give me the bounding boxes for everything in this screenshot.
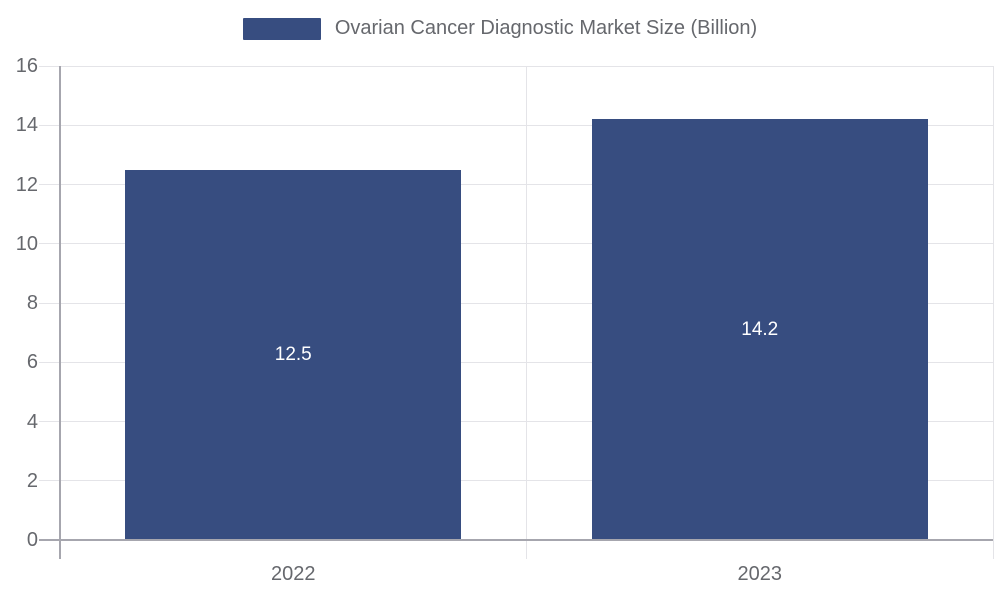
- y-gridline: [39, 124, 993, 126]
- bar-2022[interactable]: [125, 169, 462, 540]
- y-gridline: [39, 184, 993, 185]
- y-axis-tick-label: 12: [15, 173, 38, 196]
- legend[interactable]: Ovarian Cancer Diagnostic Market Size (B…: [0, 17, 1000, 40]
- x-axis-line: [39, 539, 993, 541]
- y-axis-tick-label: 4: [26, 410, 38, 433]
- bar-value-label: 14.2: [741, 318, 779, 340]
- y-axis-tick-label: 14: [15, 114, 38, 137]
- y-axis-tick-label: 10: [15, 232, 38, 255]
- y-axis-tick-label: 6: [26, 351, 38, 374]
- bar-2023[interactable]: [591, 119, 928, 540]
- y-axis-tick-label: 2: [26, 469, 38, 492]
- x-axis-tick-label: 2022: [271, 563, 316, 585]
- bar-value-label: 12.5: [274, 343, 312, 365]
- x-axis-tick-label: 2023: [737, 563, 783, 585]
- y-axis-line: [59, 66, 61, 559]
- legend-label: Ovarian Cancer Diagnostic Market Size (B…: [334, 17, 758, 39]
- y-gridline: [39, 302, 993, 304]
- legend-swatch-icon: [242, 17, 321, 40]
- y-gridline: [39, 480, 993, 482]
- y-gridline: [39, 65, 993, 67]
- y-gridline: [39, 243, 993, 245]
- y-axis-tick-label: 16: [15, 55, 38, 77]
- x-gridline: [992, 66, 994, 559]
- y-gridline: [39, 361, 993, 363]
- y-gridline: [39, 421, 993, 422]
- x-gridline: [526, 66, 527, 559]
- y-axis-tick-label: 0: [26, 529, 38, 551]
- y-axis-tick-label: 8: [26, 292, 38, 314]
